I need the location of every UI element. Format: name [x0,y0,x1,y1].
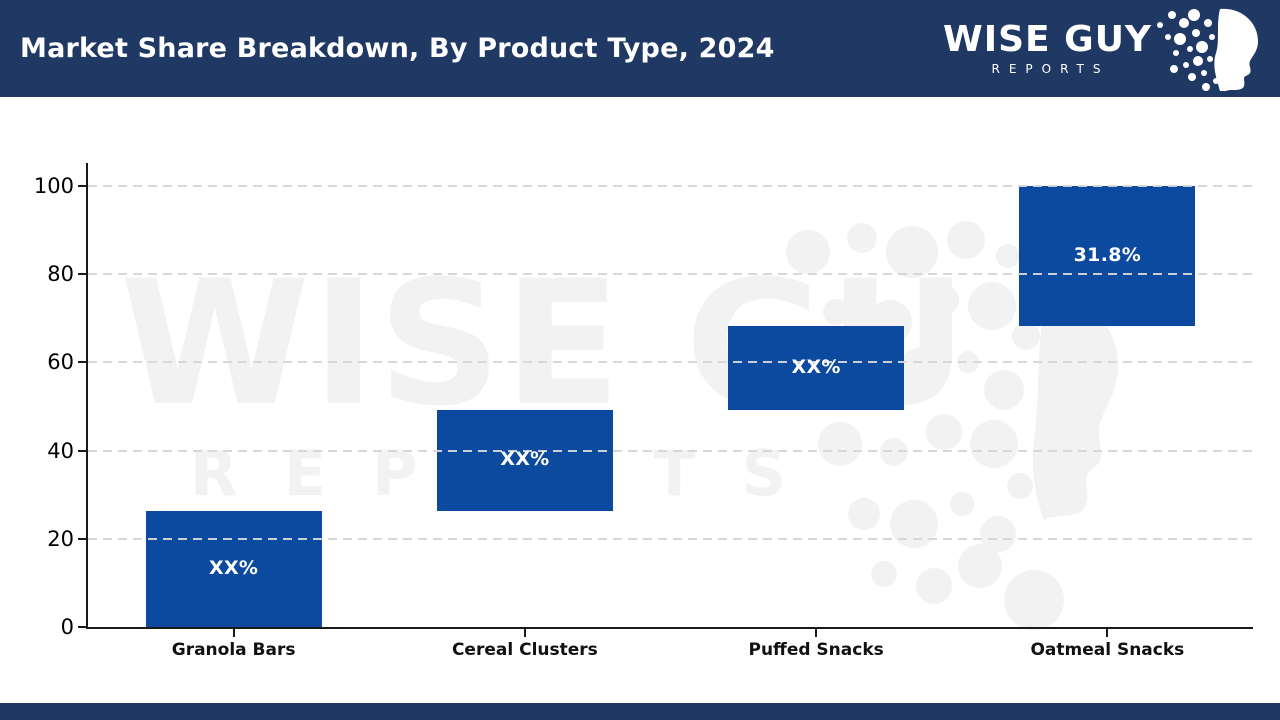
wise-guy-reports-logo: WISE GUY REPORTS [943,3,1280,95]
y-tick-mark [78,449,86,452]
x-axis-line [86,627,1253,629]
page-title: Market Share Breakdown, By Product Type,… [20,33,775,64]
bar-value-label: XX% [500,448,550,471]
bar-value-label: 31.8% [1073,244,1142,267]
logo-subtitle: REPORTS [991,61,1110,76]
y-tick-label: 20 [47,526,74,551]
y-tick-mark [78,361,86,364]
bar-segment [145,510,322,627]
y-tick-label: 80 [47,262,74,287]
bar-segment [728,326,905,411]
x-tick-mark [232,629,235,637]
gridline [88,273,1253,276]
x-category-label: Oatmeal Snacks [1030,640,1185,660]
y-tick-label: 0 [60,615,74,639]
y-tick-label: 100 [33,174,74,198]
x-category-label: Granola Bars [171,640,296,660]
x-category-label: Cereal Clusters [451,640,598,660]
header-bar: Market Share Breakdown, By Product Type,… [0,0,1280,97]
bar-value-label: XX% [791,356,841,379]
y-tick-mark [78,273,86,276]
y-tick-label: 40 [47,438,74,463]
footer-bar [0,703,1280,720]
x-tick-mark [523,629,526,637]
y-tick-mark [78,537,86,540]
y-axis-line [86,163,88,629]
bar-segment [436,410,613,511]
y-tick-mark [78,185,86,187]
bar-segment [1019,186,1196,327]
x-tick-mark [815,629,818,637]
logo-text: WISE GUY REPORTS [942,18,1152,76]
gridline [88,185,1253,187]
y-tick-label: 60 [47,350,74,375]
bar-value-label: XX% [209,556,259,579]
gridline [88,537,1253,540]
logo-wordmark: WISE GUY [942,18,1152,60]
gridline [88,449,1253,452]
y-tick-mark [78,626,86,628]
gridline [88,361,1253,364]
logo-face-icon [1157,8,1258,91]
x-category-label: Puffed Snacks [748,640,884,660]
x-tick-mark [1106,629,1109,637]
